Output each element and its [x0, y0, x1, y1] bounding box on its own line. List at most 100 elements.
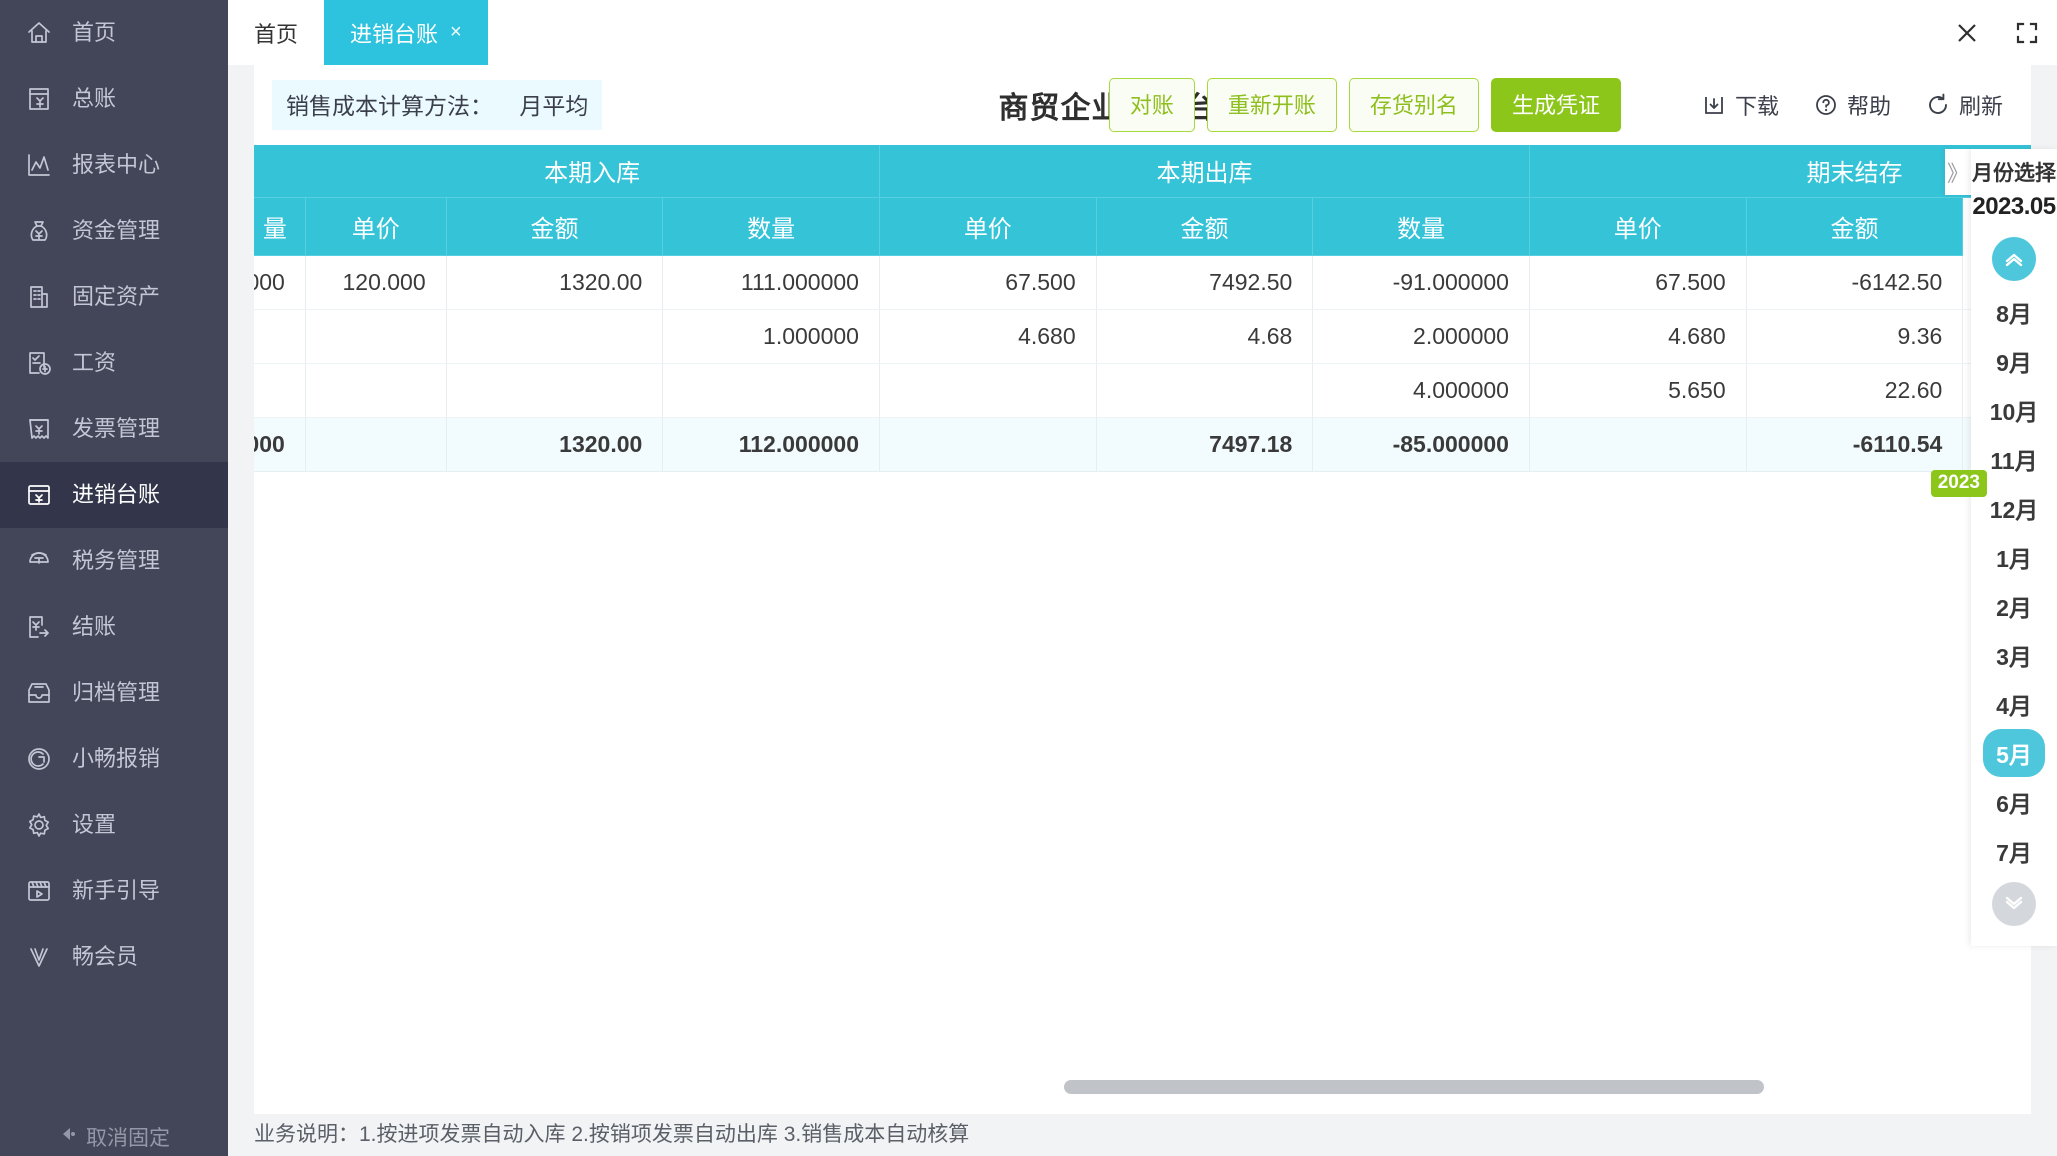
sidebar-item-label: 总账 [72, 86, 117, 111]
settle-icon [22, 610, 56, 644]
sidebar-item-11[interactable]: 小畅报销 [0, 726, 228, 792]
tab-0[interactable]: 首页 [228, 0, 324, 65]
month-item-7[interactable]: 3月 [1996, 644, 2032, 670]
table-cell: 112.000000 [662, 417, 880, 472]
sidebar-item-6[interactable]: 发票管理 [0, 396, 228, 462]
sidebar-item-label: 税务管理 [72, 548, 161, 573]
toolbar-button-0[interactable]: 对账 [1108, 78, 1195, 132]
month-item-10[interactable]: 6月 [1996, 791, 2032, 817]
sidebar-item-12[interactable]: 设置 [0, 792, 228, 858]
month-panel-toggle[interactable]: 》 [1945, 149, 1971, 195]
month-item-3[interactable]: 11月 [1990, 448, 2038, 474]
table-column-header-1[interactable]: 金额 [446, 197, 664, 256]
chevron-down-icon [2005, 896, 2023, 910]
toolbar-actions: 对账 重新开账 存货别名 生成凭证 下载 帮助 刷新 [1108, 78, 2013, 132]
table-cell: 4.680 [1529, 309, 1747, 364]
month-item-8[interactable]: 4月 [1996, 693, 2032, 719]
pin-icon [58, 1124, 78, 1150]
sidebar-item-13[interactable]: 新手引导 [0, 858, 228, 924]
sidebar-item-1[interactable]: 总账 [0, 66, 228, 132]
ledger-book-icon [22, 478, 56, 512]
table-cell: 4.68 [1096, 309, 1314, 364]
sidebar-item-label: 新手引导 [72, 878, 161, 903]
sidebar-item-10[interactable]: 归档管理 [0, 660, 228, 726]
table-column-header-3[interactable]: 单价 [879, 197, 1097, 256]
table-column-header-6[interactable]: 单价 [1529, 197, 1747, 256]
reimburse-icon [22, 742, 56, 776]
table-row[interactable]: 1.000000 4.680 4.68 2.000000 4.680 9.36 [254, 309, 2031, 364]
toolbar-action-0[interactable]: 下载 [1691, 83, 1789, 127]
month-item-0[interactable]: 8月 [1996, 301, 2032, 327]
main-region: 首页 进销台账 × 销售成本计算方 [228, 0, 2057, 1156]
table-cell: 1320.00 [446, 417, 664, 472]
building-icon [22, 280, 56, 314]
fullscreen-button[interactable] [1997, 0, 2057, 65]
table-cell: -6142.50 [1746, 255, 1964, 310]
sidebar-item-label: 发票管理 [72, 416, 161, 441]
month-item-2[interactable]: 10月 [1989, 399, 2039, 425]
table-column-header-7[interactable]: 金额 [1746, 197, 1964, 256]
table-group-header-0: 本期入库 [305, 145, 880, 198]
toolbar-action-1[interactable]: 帮助 [1803, 83, 1901, 127]
toolbar-button-3[interactable]: 生成凭证 [1490, 78, 1621, 132]
tab-1[interactable]: 进销台账 × [324, 0, 488, 65]
table-column-header-partial[interactable]: 量 [254, 197, 306, 256]
toolbar-button-group: 对账 重新开账 存货别名 生成凭证 [1108, 78, 1621, 132]
sidebar-item-label: 结账 [72, 614, 117, 639]
table-cell: 120.000 [305, 255, 447, 310]
horizontal-scrollbar[interactable] [254, 1080, 2031, 1096]
month-item-1[interactable]: 9月 [1996, 350, 2032, 376]
horizontal-scrollbar-thumb[interactable] [1064, 1080, 1764, 1094]
sidebar-item-8[interactable]: 税务管理 [0, 528, 228, 594]
sidebar-item-3[interactable]: 资金管理 [0, 198, 228, 264]
month-scroll-up-button[interactable] [1992, 237, 2036, 281]
table-column-header-4[interactable]: 金额 [1096, 197, 1314, 256]
table-cell: 2.000000 [1312, 309, 1530, 364]
sidebar-item-label: 小畅报销 [72, 746, 161, 771]
table-cell: -85.000000 [1312, 417, 1530, 472]
table-column-header-5[interactable]: 数量 [1312, 197, 1530, 256]
tab-close-icon[interactable]: × [450, 21, 462, 43]
month-item-11[interactable]: 7月 [1996, 840, 2032, 866]
table-cell [305, 363, 447, 418]
table-row[interactable]: 11.000000120.0001320.00111.00000067.5007… [254, 255, 2031, 310]
table-cell: 7492.50 [1096, 255, 1314, 310]
table-cell: -6110.54 [1746, 417, 1964, 472]
sidebar-pin-label: 取消固定 [86, 1127, 170, 1150]
table-cell: 7497.18 [1096, 417, 1314, 472]
sidebar-item-2[interactable]: 报表中心 [0, 132, 228, 198]
table-column-header-0[interactable]: 单价 [305, 197, 447, 256]
toolbar-button-2[interactable]: 存货别名 [1348, 78, 1479, 132]
sidebar-pin-toggle[interactable]: 取消固定 [0, 1122, 228, 1152]
sidebar-item-9[interactable]: 结账 [0, 594, 228, 660]
ledger-icon [22, 82, 56, 116]
sidebar-item-5[interactable]: 工资 [0, 330, 228, 396]
month-item-5[interactable]: 1月 [1996, 546, 2032, 572]
year-badge: 2023 [1930, 470, 1987, 497]
toolbar-action-label: 刷新 [1958, 94, 2003, 119]
vip-icon [22, 940, 56, 974]
month-item-4[interactable]: 12月 [1989, 497, 2039, 523]
table-cell: 5.650 [1529, 363, 1747, 418]
sidebar-item-4[interactable]: 固定资产 [0, 264, 228, 330]
month-item-6[interactable]: 2月 [1996, 595, 2032, 621]
month-item-9[interactable]: 5月 [1983, 729, 2045, 777]
toolbar-action-2[interactable]: 刷新 [1915, 83, 2013, 127]
sidebar-item-14[interactable]: 畅会员 [0, 924, 228, 990]
table-cell [879, 417, 1097, 472]
table-cell: 67.500 [1529, 255, 1747, 310]
month-scroll-down-button[interactable] [1992, 882, 2036, 926]
table-column-header-2[interactable]: 数量 [662, 197, 880, 256]
close-window-button[interactable] [1937, 0, 1997, 65]
toolbar-button-1[interactable]: 重新开账 [1206, 78, 1337, 132]
invoice-icon [22, 412, 56, 446]
sidebar-item-0[interactable]: 首页 [0, 0, 228, 66]
sidebar-item-7[interactable]: 进销台账 [0, 462, 228, 528]
cost-method-chip[interactable]: 销售成本计算方法： 月平均 [272, 80, 603, 130]
toolbar-action-label: 帮助 [1846, 94, 1891, 119]
tab-list: 首页 进销台账 × [228, 0, 488, 65]
table-row[interactable]: 4.000000 5.650 22.60 [254, 363, 2031, 418]
payroll-icon [22, 346, 56, 380]
